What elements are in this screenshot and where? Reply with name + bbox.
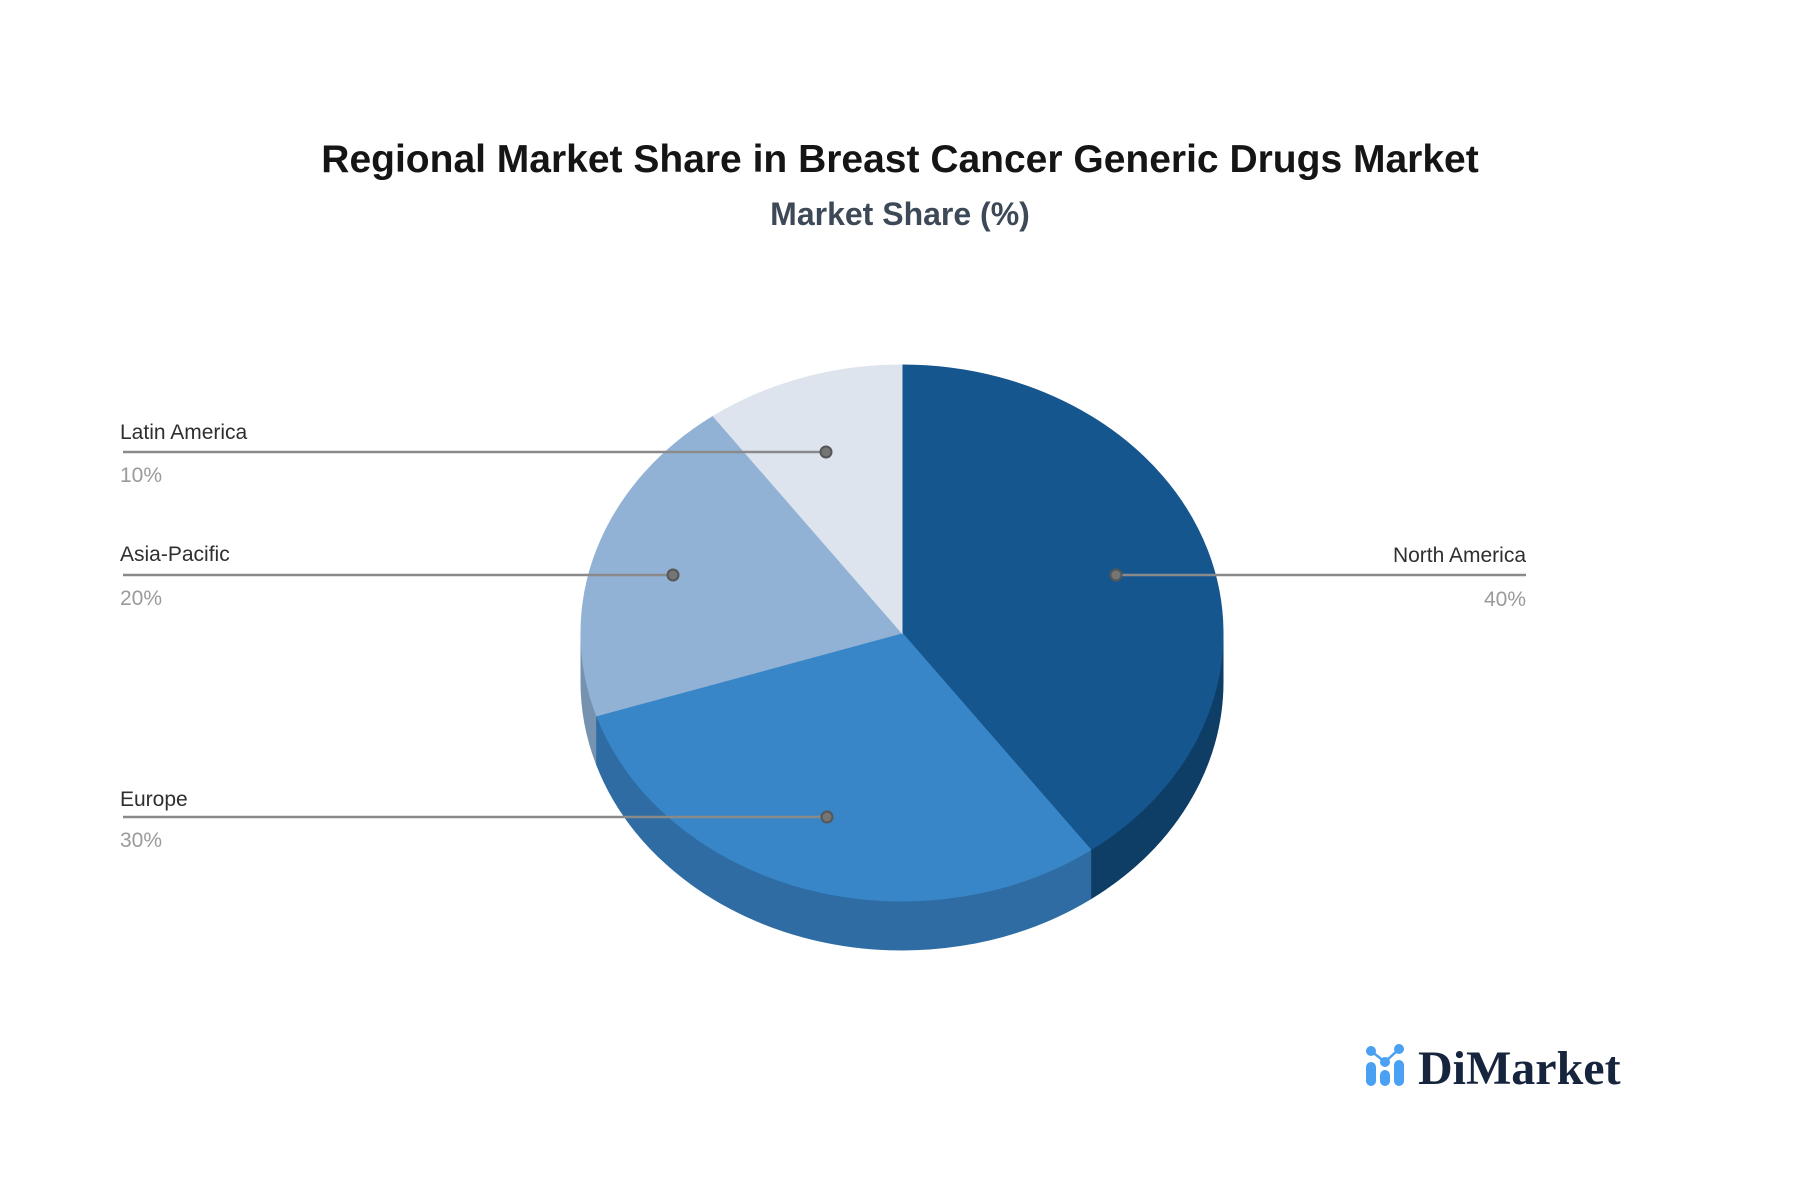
logo-dot-1 [1366,1046,1376,1056]
bar-chart-trend-icon [1366,1044,1404,1086]
callout-dot-north-america [1109,568,1123,582]
logo-dot-3 [1394,1044,1404,1054]
callout-asia-pacific: Asia-Pacific 20% [120,543,680,610]
callout-dot-europe [820,810,834,824]
brand-logo: DiMarket [1366,1042,1621,1095]
callout-label-latin-america: Latin America [120,421,248,444]
callout-value-north-america: 40% [1484,588,1526,611]
pie-slice-north-america [901,364,1224,851]
brand-name: DiMarket [1418,1042,1621,1095]
logo-dot-2 [1380,1057,1390,1067]
chart-subtitle: Market Share (%) [770,196,1030,232]
callout-value-europe: 30% [120,829,162,852]
logo-bar-1 [1366,1062,1376,1086]
callout-latin-america: Latin America 10% [120,421,833,487]
callout-dot-latin-america [819,445,833,459]
pie-slice-latin-america [712,364,903,635]
logo-bar-2 [1380,1070,1390,1086]
chart-title: Regional Market Share in Breast Cancer G… [321,138,1478,181]
logo-bar-3 [1394,1060,1404,1086]
callout-value-asia-pacific: 20% [120,587,162,610]
callout-label-asia-pacific: Asia-Pacific [120,543,230,566]
pie-3d [580,364,1224,951]
pie-slice-asia-pacific [580,415,903,717]
pie-slice-europe [596,632,1092,902]
callout-dot-asia-pacific [666,568,680,582]
callout-label-europe: Europe [120,788,188,811]
callout-label-north-america: North America [1393,544,1526,567]
callout-north-america: North America 40% [1109,544,1526,611]
callout-europe: Europe 30% [120,788,834,852]
callout-value-latin-america: 10% [120,464,162,487]
